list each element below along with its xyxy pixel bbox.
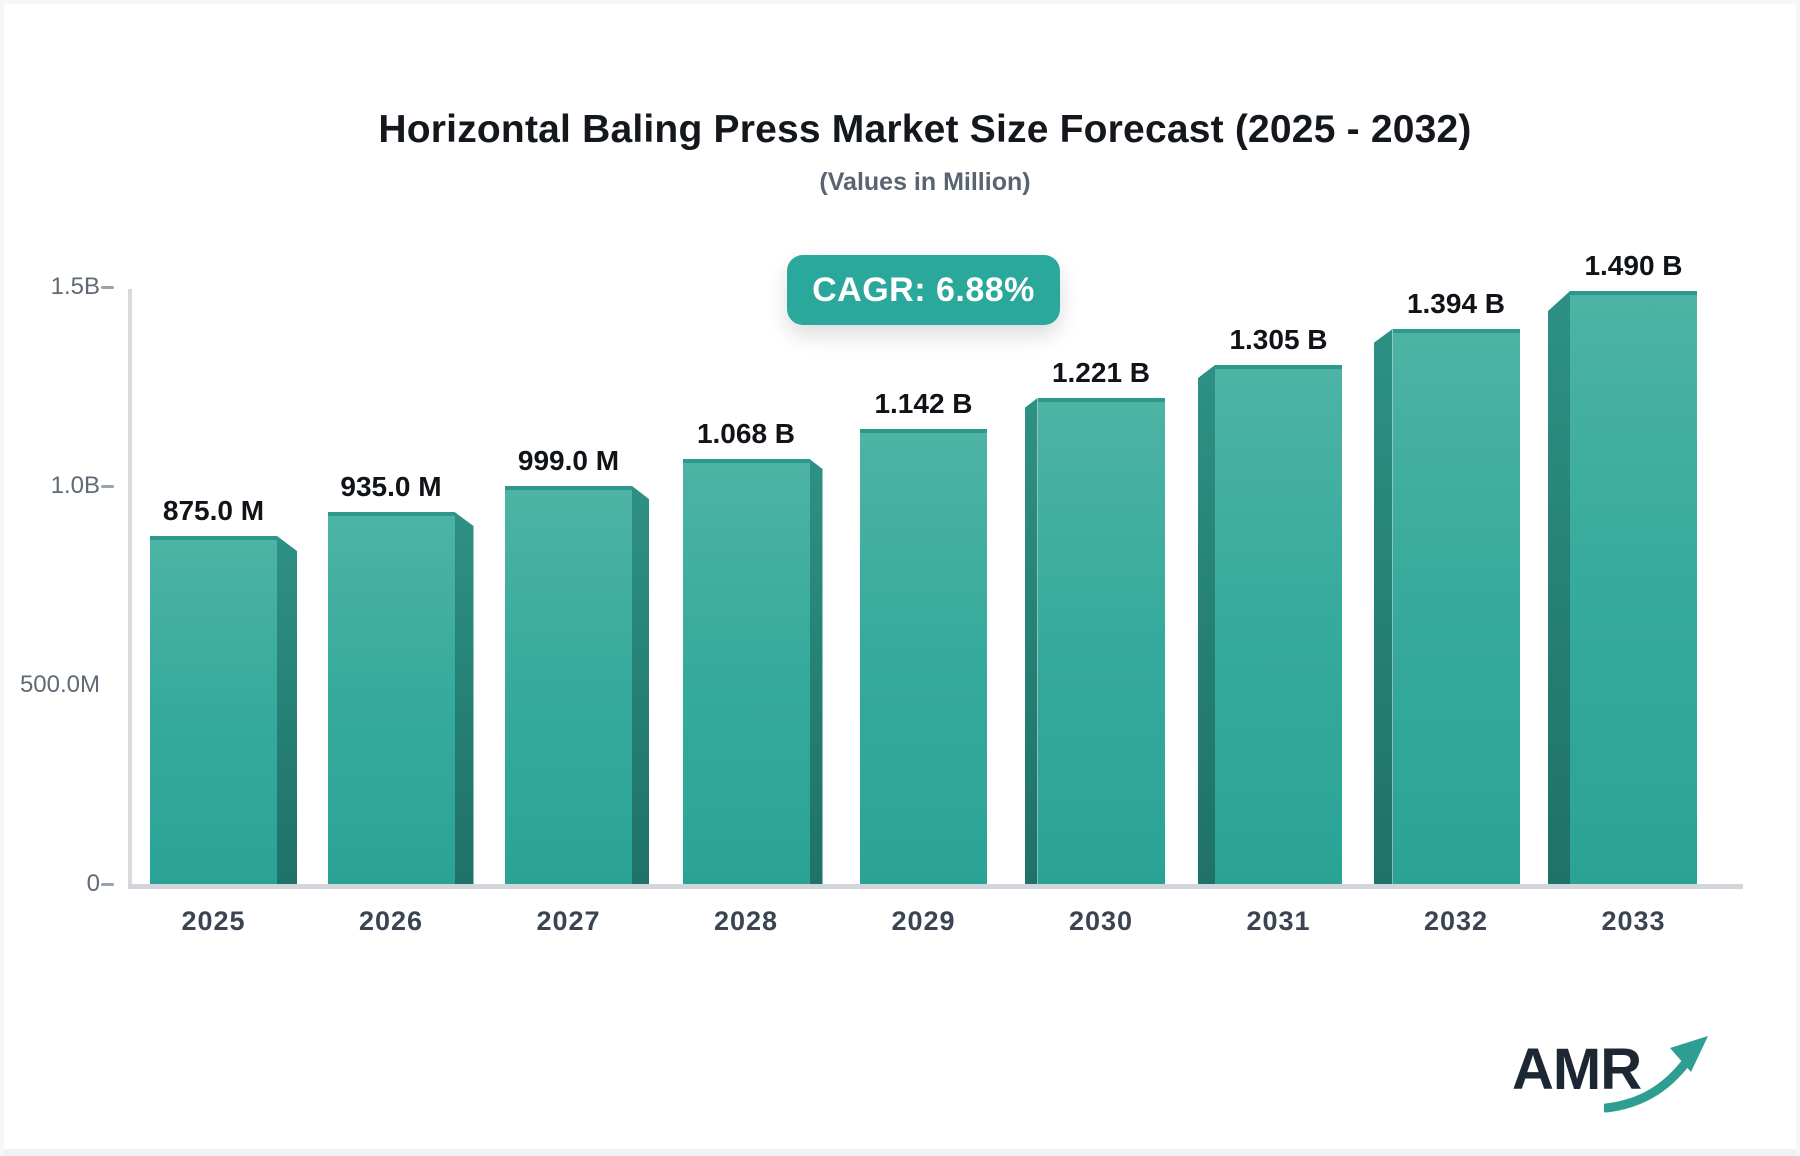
bar-value-label: 875.0 M: [162, 495, 265, 526]
bar-value-label: 1.221 B: [1051, 357, 1151, 388]
y-axis-tick-label: 1.0B: [50, 472, 100, 499]
bar-2029[interactable]: [860, 429, 987, 884]
x-axis-label-2032: 2032: [1423, 906, 1489, 936]
chart-subtitle: (Values in Million): [819, 168, 1031, 196]
y-axis-tick-mark: [101, 883, 114, 886]
bar-2033[interactable]: [1570, 291, 1697, 884]
y-axis-tick-mark: [101, 485, 114, 488]
amr-logo: AMR: [1512, 1030, 1732, 1125]
page-edge: [0, 0, 4, 1156]
y-axis-tick-mark: [101, 286, 114, 289]
page-edge: [0, 1149, 1800, 1156]
y-axis-tick-label: 0: [86, 870, 100, 897]
x-axis-label-2026: 2026: [358, 906, 424, 936]
bar-2026[interactable]: [327, 512, 455, 884]
x-axis-line: [128, 884, 1743, 889]
x-axis-label-2033: 2033: [1601, 906, 1666, 936]
y-axis-tick-label: 1.5B: [50, 273, 100, 300]
x-axis-label-2029: 2029: [891, 906, 956, 936]
x-axis-label-2028: 2028: [713, 906, 779, 936]
bar-value-label: 935.0 M: [340, 471, 442, 502]
page-edge: [1796, 0, 1800, 1156]
bar-side-face-2031[interactable]: [1198, 365, 1215, 884]
bar-side-face-2033[interactable]: [1548, 291, 1570, 884]
x-axis-label-2030: 2030: [1068, 906, 1134, 936]
bar-2031[interactable]: [1215, 365, 1342, 884]
bar-value-label: 999.0 M: [517, 445, 620, 476]
growth-arrow-icon: [1604, 1036, 1708, 1113]
page-edge: [0, 0, 1800, 4]
bar-2030[interactable]: [1037, 398, 1165, 884]
bar-value-label: 1.490 B: [1584, 250, 1683, 281]
bar-2027[interactable]: [505, 486, 632, 884]
x-axis-label-2031: 2031: [1246, 906, 1311, 936]
bar-side-face-2028[interactable]: [809, 459, 823, 884]
bar-side-face-2030[interactable]: [1024, 398, 1038, 884]
x-axis-label-2025: 2025: [181, 906, 246, 936]
amr-logo-text: AMR: [1512, 1037, 1642, 1102]
bar-2025[interactable]: [150, 536, 277, 884]
bar-value-label: 1.142 B: [874, 388, 973, 419]
y-axis-tick-label: 500.0M: [19, 671, 100, 698]
x-axis-label-2027: 2027: [536, 906, 601, 936]
bar-2032[interactable]: [1392, 329, 1520, 884]
bar-value-label: 1.305 B: [1229, 324, 1328, 355]
y-axis-line: [128, 289, 132, 886]
bar-value-label: 1.394 B: [1406, 288, 1506, 319]
bar-side-face-2032[interactable]: [1373, 329, 1393, 884]
cagr-badge: CAGR: 6.88%: [787, 255, 1060, 325]
bar-side-face-2026[interactable]: [454, 512, 474, 884]
bar-side-face-2025[interactable]: [277, 536, 297, 884]
bar-side-face-2027[interactable]: [632, 486, 649, 884]
bar-2028[interactable]: [682, 459, 810, 884]
bar-value-label: 1.068 B: [696, 418, 796, 449]
chart-title: Horizontal Baling Press Market Size Fore…: [378, 108, 1472, 151]
